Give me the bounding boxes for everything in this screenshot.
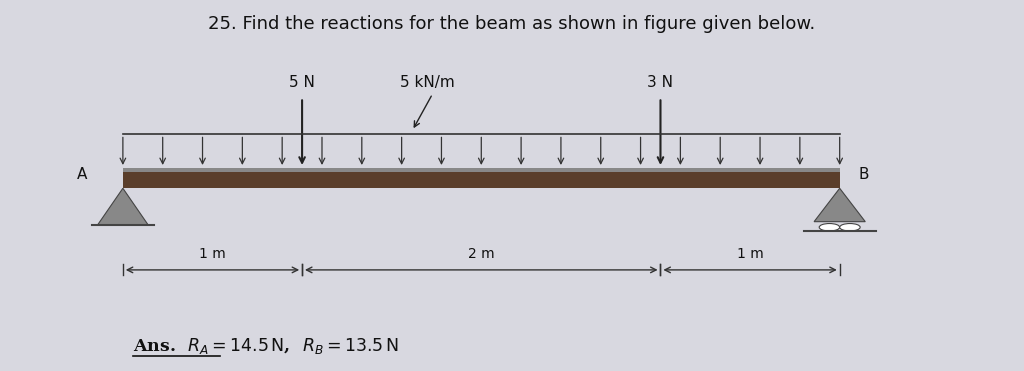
Polygon shape <box>814 188 865 222</box>
Polygon shape <box>97 188 148 226</box>
Text: 5 N: 5 N <box>289 75 315 90</box>
Text: 25. Find the reactions for the beam as shown in figure given below.: 25. Find the reactions for the beam as s… <box>208 15 816 33</box>
Text: 3 N: 3 N <box>647 75 674 90</box>
Text: 5 kN/m: 5 kN/m <box>400 75 455 90</box>
Text: A: A <box>77 167 87 182</box>
Text: 1 m: 1 m <box>199 247 226 261</box>
Text: Ans.  $R_A = 14.5\,\mathrm{N}$,  $R_B = 13.5\,\mathrm{N}$: Ans. $R_A = 14.5\,\mathrm{N}$, $R_B = 13… <box>133 336 399 356</box>
Circle shape <box>819 223 840 231</box>
Circle shape <box>840 223 860 231</box>
Text: 2 m: 2 m <box>468 247 495 261</box>
Text: B: B <box>858 167 868 182</box>
FancyBboxPatch shape <box>123 168 840 173</box>
FancyBboxPatch shape <box>123 168 840 188</box>
Text: 1 m: 1 m <box>736 247 764 261</box>
